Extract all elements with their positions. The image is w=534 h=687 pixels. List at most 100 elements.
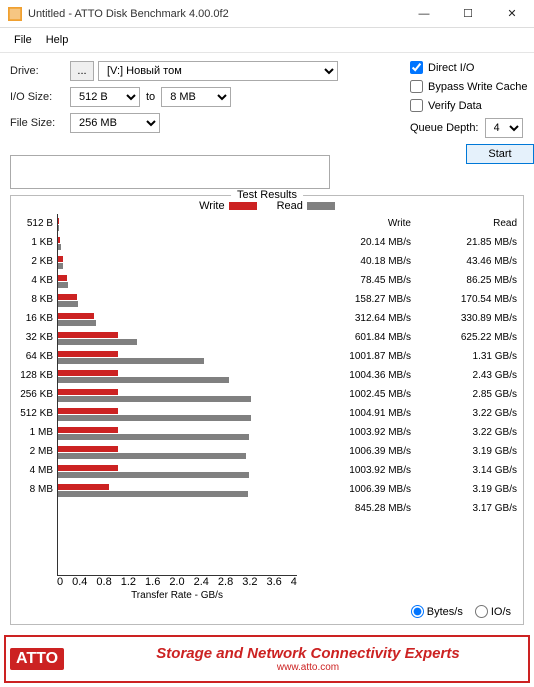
x-axis-label: Transfer Rate - GB/s: [57, 590, 297, 601]
read-value: 3.22 GB/s: [411, 423, 517, 442]
bar-row: [58, 366, 297, 385]
write-value: 78.45 MB/s: [305, 271, 411, 290]
bytes-radio[interactable]: Bytes/s: [411, 605, 463, 618]
y-tick-label: 2 MB: [17, 442, 53, 461]
write-bar: [58, 332, 118, 338]
bar-row: [58, 385, 297, 404]
write-value: 601.84 MB/s: [305, 328, 411, 347]
drive-select[interactable]: [V:] Новый том: [98, 61, 338, 81]
read-value: 625.22 MB/s: [411, 328, 517, 347]
footer-url: www.atto.com: [88, 662, 528, 673]
write-bar: [58, 389, 118, 395]
menu-file[interactable]: File: [8, 32, 38, 48]
titlebar: Untitled - ATTO Disk Benchmark 4.00.0f2 …: [0, 0, 534, 28]
read-column: Read21.85 MB/s43.46 MB/s86.25 MB/s170.54…: [411, 214, 517, 576]
y-tick-label: 8 MB: [17, 480, 53, 499]
menu-help[interactable]: Help: [40, 32, 75, 48]
verify-checkbox[interactable]: Verify Data: [410, 99, 534, 112]
write-value: 1004.91 MB/s: [305, 404, 411, 423]
write-value: 20.14 MB/s: [305, 233, 411, 252]
y-tick-label: 256 KB: [17, 385, 53, 404]
write-bar: [58, 256, 63, 262]
write-value: 40.18 MB/s: [305, 252, 411, 271]
write-value: 1001.87 MB/s: [305, 347, 411, 366]
y-tick-label: 128 KB: [17, 366, 53, 385]
read-bar: [58, 320, 96, 326]
bar-row: [58, 271, 297, 290]
y-tick-label: 512 B: [17, 214, 53, 233]
close-button[interactable]: ✕: [490, 0, 534, 28]
write-bar: [58, 294, 77, 300]
start-button[interactable]: Start: [466, 144, 534, 164]
read-value: 2.43 GB/s: [411, 366, 517, 385]
write-value: 1003.92 MB/s: [305, 461, 411, 480]
io-from-select[interactable]: 512 B: [70, 87, 140, 107]
write-column: Write20.14 MB/s40.18 MB/s78.45 MB/s158.2…: [305, 214, 411, 576]
write-bar: [58, 408, 118, 414]
bypass-checkbox[interactable]: Bypass Write Cache: [410, 80, 534, 93]
write-value: 1002.45 MB/s: [305, 385, 411, 404]
drive-label: Drive:: [10, 65, 70, 77]
write-value: 1003.92 MB/s: [305, 423, 411, 442]
write-value: 845.28 MB/s: [305, 499, 411, 518]
footer: ATTO Storage and Network Connectivity Ex…: [4, 635, 530, 683]
legend-write-swatch: [229, 202, 257, 210]
read-bar: [58, 472, 249, 478]
bar-row: [58, 347, 297, 366]
read-value: 170.54 MB/s: [411, 290, 517, 309]
read-value: 3.22 GB/s: [411, 404, 517, 423]
bar-row: [58, 461, 297, 480]
write-bar: [58, 237, 60, 243]
read-value: 1.31 GB/s: [411, 347, 517, 366]
filesize-select[interactable]: 256 MB: [70, 113, 160, 133]
read-bar: [58, 282, 68, 288]
write-bar: [58, 313, 94, 319]
write-bar: [58, 446, 118, 452]
minimize-button[interactable]: —: [402, 0, 446, 28]
io-to-select[interactable]: 8 MB: [161, 87, 231, 107]
y-tick-label: 2 KB: [17, 252, 53, 271]
read-bar: [58, 301, 78, 307]
bar-row: [58, 480, 297, 499]
read-value: 21.85 MB/s: [411, 233, 517, 252]
read-bar: [58, 339, 137, 345]
read-bar: [58, 453, 246, 459]
footer-slogan: Storage and Network Connectivity Experts: [88, 645, 528, 662]
results-panel: Test Results Write Read 512 B1 KB2 KB4 K…: [10, 195, 524, 625]
write-bar: [58, 218, 59, 224]
write-bar: [58, 484, 109, 490]
legend: Write Read: [17, 200, 517, 212]
bar-row: [58, 290, 297, 309]
direct-io-checkbox[interactable]: Direct I/O: [410, 61, 534, 74]
read-value: 3.17 GB/s: [411, 499, 517, 518]
read-value: 3.14 GB/s: [411, 461, 517, 480]
queue-depth-label: Queue Depth:: [410, 122, 479, 134]
read-bar: [58, 225, 59, 231]
y-tick-label: 8 KB: [17, 290, 53, 309]
y-tick-label: 64 KB: [17, 347, 53, 366]
log-textarea[interactable]: [10, 155, 330, 189]
write-bar: [58, 427, 118, 433]
bar-row: [58, 423, 297, 442]
maximize-button[interactable]: ☐: [446, 0, 490, 28]
write-value: 1006.39 MB/s: [305, 442, 411, 461]
bar-row: [58, 404, 297, 423]
to-label: to: [146, 91, 155, 103]
y-tick-label: 512 KB: [17, 404, 53, 423]
browse-button[interactable]: ...: [70, 61, 94, 81]
ios-radio[interactable]: IO/s: [475, 605, 511, 618]
bar-row: [58, 233, 297, 252]
read-value: 3.19 GB/s: [411, 480, 517, 499]
queue-depth-select[interactable]: 4: [485, 118, 523, 138]
filesize-label: File Size:: [10, 117, 70, 129]
y-tick-label: 1 KB: [17, 233, 53, 252]
read-bar: [58, 396, 251, 402]
write-value: 158.27 MB/s: [305, 290, 411, 309]
read-value: 3.19 GB/s: [411, 442, 517, 461]
write-bar: [58, 370, 118, 376]
read-value: 43.46 MB/s: [411, 252, 517, 271]
write-value: 1006.39 MB/s: [305, 480, 411, 499]
y-axis-labels: 512 B1 KB2 KB4 KB8 KB16 KB32 KB64 KB128 …: [17, 214, 57, 576]
write-value: 1004.36 MB/s: [305, 366, 411, 385]
menubar: File Help: [0, 28, 534, 53]
